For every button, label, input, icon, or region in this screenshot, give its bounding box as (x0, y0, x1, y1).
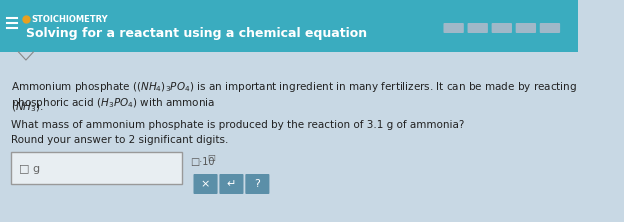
Text: □ g: □ g (19, 164, 40, 174)
FancyBboxPatch shape (0, 0, 578, 52)
Text: ×: × (201, 179, 210, 189)
Text: ↵: ↵ (227, 179, 236, 189)
FancyBboxPatch shape (467, 23, 488, 33)
FancyBboxPatch shape (11, 152, 182, 184)
FancyBboxPatch shape (220, 174, 243, 194)
Text: What mass of ammonium phosphate is produced by the reaction of 3.1 g of ammonia?: What mass of ammonium phosphate is produ… (11, 120, 464, 130)
FancyBboxPatch shape (245, 174, 270, 194)
Text: Solving for a reactant using a chemical equation: Solving for a reactant using a chemical … (26, 26, 367, 40)
Text: ?: ? (255, 179, 260, 189)
Text: Ammonium phosphate $\left(\left(NH_4\right)_3PO_4\right)$ is an important ingred: Ammonium phosphate $\left(\left(NH_4\rig… (11, 80, 577, 110)
Text: $(NH_3)$.: $(NH_3)$. (11, 100, 44, 114)
FancyBboxPatch shape (492, 23, 512, 33)
Text: □·10: □·10 (190, 157, 214, 167)
FancyBboxPatch shape (515, 23, 536, 33)
Text: □: □ (207, 153, 215, 161)
FancyBboxPatch shape (540, 23, 560, 33)
Text: STOICHIOMETRY: STOICHIOMETRY (31, 14, 108, 24)
FancyBboxPatch shape (193, 174, 218, 194)
FancyBboxPatch shape (444, 23, 464, 33)
Text: Round your answer to 2 significant digits.: Round your answer to 2 significant digit… (11, 135, 228, 145)
